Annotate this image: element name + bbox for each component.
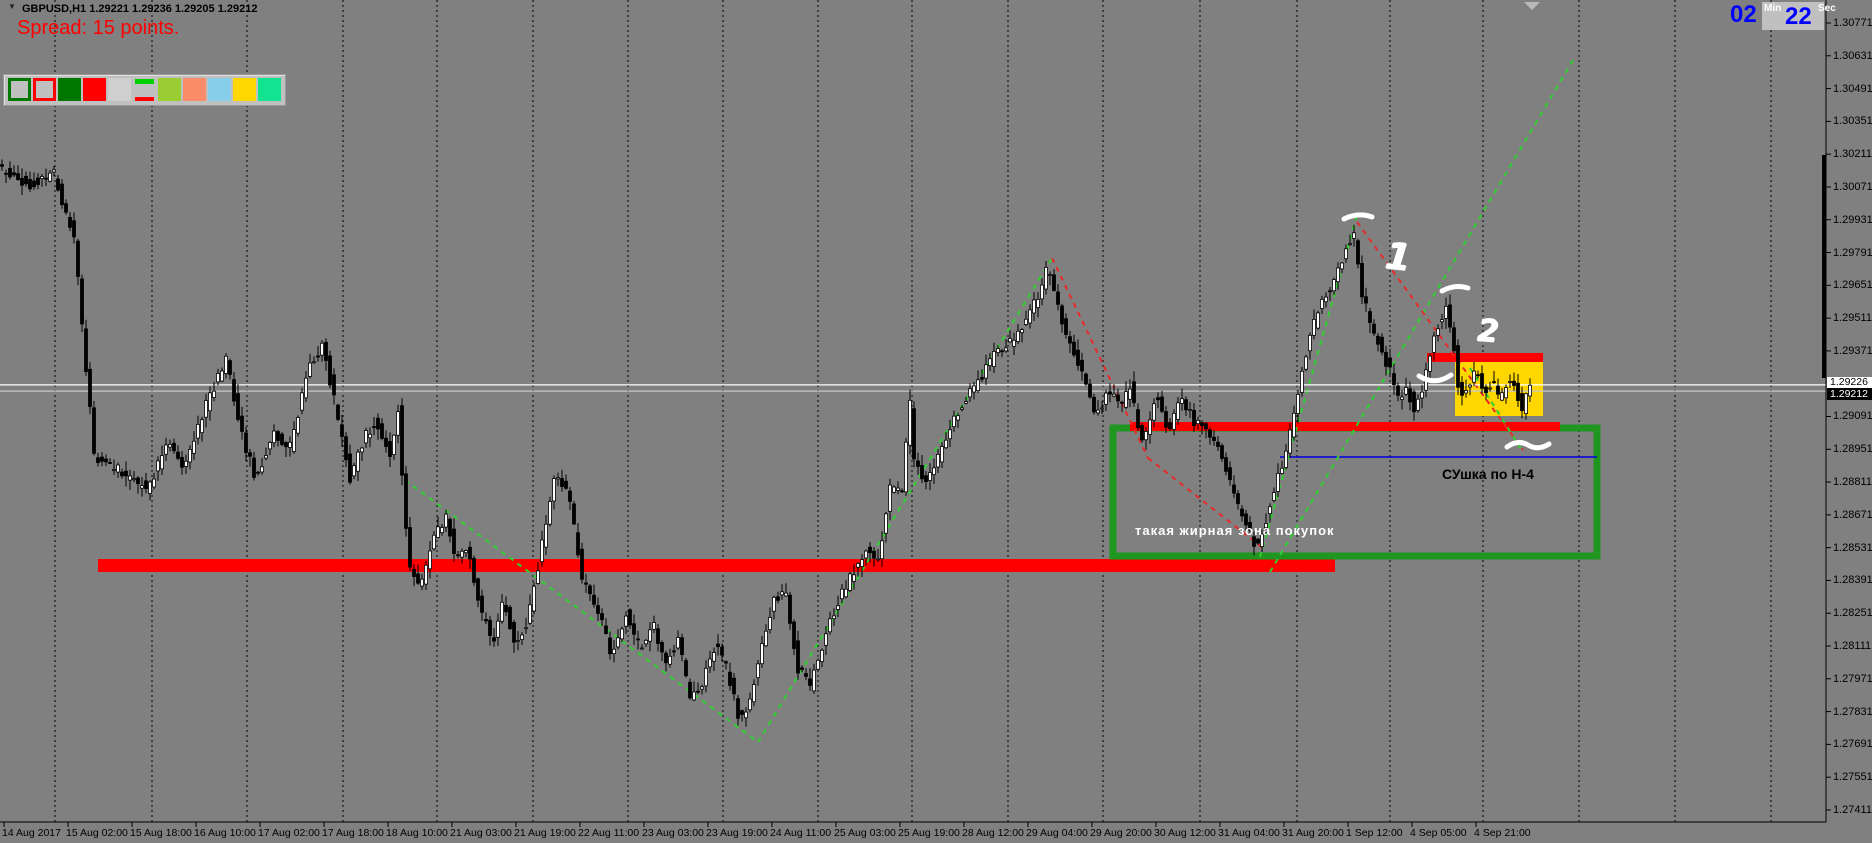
price-axis-label: 1.29511 (1833, 312, 1872, 325)
time-axis-label: 29 Aug 04:00 (1026, 827, 1088, 839)
time-axis-label: 24 Aug 11:00 (770, 827, 832, 839)
axis-thick-segment (1822, 155, 1826, 378)
price-axis-label: 1.27831 (1833, 705, 1872, 718)
price-axis-label: 1.30631 (1833, 49, 1872, 62)
palette-swatch-outline-green[interactable] (8, 78, 31, 101)
time-axis-label: 14 Aug 2017 (2, 827, 61, 839)
palette-swatch-fill-lightblue[interactable] (208, 78, 231, 101)
ask-price-box: 1.29226 (1827, 377, 1872, 388)
time-axis-label: 17 Aug 18:00 (322, 827, 384, 839)
bid-price-box: 1.29212 (1827, 388, 1872, 400)
red-zigzag-line[interactable] (1356, 221, 1524, 451)
green-zigzag-line[interactable] (404, 479, 759, 743)
price-axis-label: 1.28251 (1833, 607, 1872, 620)
symbol-dropdown-caret[interactable]: ▼ (8, 2, 16, 11)
price-axis-label: 1.28811 (1833, 476, 1872, 489)
price-axis-label: 1.27691 (1833, 738, 1872, 751)
palette-swatch-fill-salmon[interactable] (183, 78, 206, 101)
price-axis-label: 1.29651 (1833, 279, 1872, 292)
time-axis-label: 16 Aug 10:00 (194, 827, 256, 839)
price-axis-label: 1.30071 (1833, 180, 1872, 193)
yellow-box-red-top[interactable] (1427, 353, 1543, 362)
time-axis-label: 17 Aug 02:00 (258, 827, 320, 839)
palette-swatch-fill-yellowgreen[interactable] (158, 78, 181, 101)
time-axis-label: 31 Aug 04:00 (1218, 827, 1280, 839)
green-zigzag-line[interactable] (1469, 367, 1524, 453)
peak2-dash[interactable] (1439, 284, 1471, 294)
green-zigzag-line[interactable] (757, 257, 1053, 743)
time-axis-label: 23 Aug 03:00 (642, 827, 704, 839)
price-axis-label: 1.28951 (1833, 443, 1872, 456)
time-axis-label: 21 Aug 03:00 (450, 827, 512, 839)
zone-top-red-bar[interactable] (1130, 422, 1560, 431)
price-axis-label: 1.28391 (1833, 574, 1872, 587)
price-axis-label: 1.29371 (1833, 344, 1872, 357)
price-axis-label: 1.27551 (1833, 771, 1872, 784)
candles (0, 159, 1532, 727)
time-axis-label: 4 Sep 21:00 (1474, 827, 1531, 839)
palette-swatch-outline-red[interactable] (33, 78, 56, 101)
timer-seconds: 22 (1785, 3, 1812, 30)
spread-indicator-label: Spread: 15 points. (17, 17, 180, 39)
timer-min-label: Min (1764, 3, 1782, 14)
price-axis-label: 1.30491 (1833, 82, 1872, 95)
time-axis-label: 4 Sep 05:00 (1410, 827, 1467, 839)
price-axis-label: 1.29091 (1833, 410, 1872, 423)
time-axis-label: 18 Aug 10:00 (386, 827, 448, 839)
palette-swatch-fill-springgreen[interactable] (258, 78, 281, 101)
candle-timer: 02 Min 22 Sec (1730, 0, 1870, 34)
wave-1-mark[interactable]: 1 (1382, 233, 1413, 280)
price-axis-label: 1.30351 (1833, 115, 1872, 128)
price-axis-label: 1.28531 (1833, 541, 1872, 554)
price-axis-label: 1.28671 (1833, 508, 1872, 521)
tilde-mark[interactable] (1504, 439, 1552, 451)
palette-swatch-fill-red[interactable] (83, 78, 106, 101)
time-axis-label: 29 Aug 20:00 (1090, 827, 1152, 839)
time-axis-label: 28 Aug 12:00 (962, 827, 1024, 839)
time-axis-label: 15 Aug 02:00 (66, 827, 128, 839)
wave-2-mark[interactable]: 2 (1475, 312, 1500, 350)
time-axis-label: 25 Aug 03:00 (834, 827, 896, 839)
green-zigzag-line[interactable] (1269, 59, 1574, 573)
long-red-support-bar[interactable] (98, 559, 1335, 572)
time-axis-label: 30 Aug 12:00 (1154, 827, 1216, 839)
red-zigzag-line[interactable] (1051, 257, 1149, 459)
price-axis-label: 1.27411 (1833, 803, 1872, 816)
smile-mark[interactable] (1416, 372, 1454, 384)
time-axis-label: 23 Aug 19:00 (706, 827, 768, 839)
time-axis-label: 22 Aug 11:00 (578, 827, 640, 839)
price-axis-label: 1.27971 (1833, 672, 1872, 685)
timer-minutes: 02 (1730, 1, 1757, 28)
timer-background (1762, 2, 1824, 30)
color-palette-toolbar (3, 74, 286, 106)
palette-swatch-fill-silver[interactable] (108, 78, 131, 101)
time-axis-label: 21 Aug 19:00 (514, 827, 576, 839)
price-axis-label: 1.30211 (1833, 148, 1872, 161)
palette-swatch-fill-gold[interactable] (233, 78, 256, 101)
time-axis-label: 15 Aug 18:00 (130, 827, 192, 839)
peak1-dash[interactable] (1341, 212, 1375, 222)
ohlc-header: GBPUSD,H1 1.29221 1.29236 1.29205 1.2921… (22, 3, 258, 15)
price-axis-label: 1.29931 (1833, 213, 1872, 226)
buy-zone-annotation[interactable]: такая жирная зона покупок (1135, 523, 1335, 538)
timer-sec-label: Sec (1818, 3, 1836, 14)
price-axis-label: 1.29791 (1833, 246, 1872, 259)
red-zigzag-line[interactable] (1147, 457, 1264, 549)
price-axis-label: 1.30771 (1833, 17, 1872, 29)
price-axis-label: 1.28111 (1833, 640, 1872, 652)
palette-swatch-fill-darkgreen[interactable] (58, 78, 81, 101)
time-axis-label: 1 Sep 12:00 (1346, 827, 1403, 839)
palette-swatch-bars-green-red[interactable] (133, 78, 156, 101)
chart-shift-triangle-icon[interactable] (1524, 2, 1540, 10)
time-axis-label: 31 Aug 20:00 (1282, 827, 1344, 839)
h4-setup-annotation[interactable]: СУшка по Н-4 (1442, 466, 1534, 482)
time-axis-label: 25 Aug 19:00 (898, 827, 960, 839)
